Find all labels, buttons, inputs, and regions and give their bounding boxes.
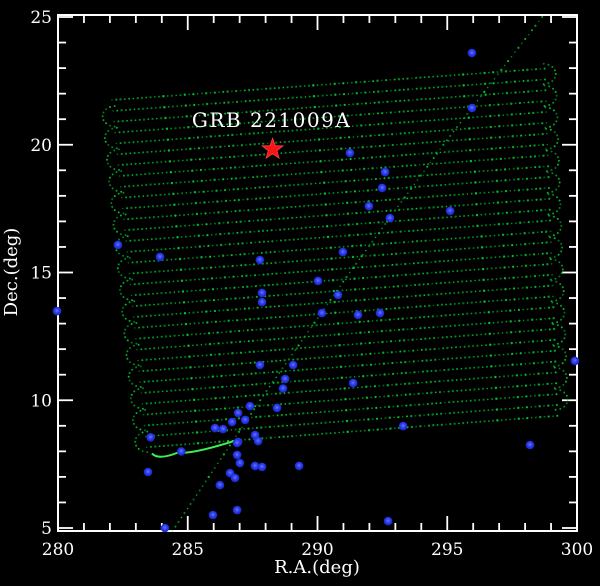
y-tick-label: 15 (30, 264, 52, 284)
source-point (272, 403, 282, 413)
source-point (177, 447, 186, 456)
source-point (445, 206, 455, 216)
source-point (467, 103, 477, 113)
source-point (235, 458, 245, 468)
source-point (233, 408, 243, 418)
source-point (348, 378, 358, 388)
source-point (255, 360, 265, 370)
source-point (208, 510, 218, 520)
y-tick-label: 5 (41, 519, 52, 539)
source-point (345, 148, 355, 158)
grb-annotation: GRB 221009A (192, 108, 351, 132)
source-point (525, 440, 535, 450)
source-point (253, 436, 263, 446)
x-tick-label: 300 (561, 540, 593, 560)
x-tick-label: 290 (301, 540, 333, 560)
source-point (257, 462, 267, 472)
source-point (385, 213, 395, 223)
source-point (364, 201, 374, 211)
source-point (333, 290, 343, 300)
source-point (113, 240, 123, 250)
source-point (383, 516, 393, 526)
axes (57, 14, 578, 532)
scan-pattern (101, 62, 569, 454)
grb-star-marker (260, 137, 285, 160)
source-point (278, 384, 288, 393)
source-point (232, 438, 242, 448)
source-point (52, 306, 62, 316)
source-point (210, 423, 220, 433)
y-tick-label: 25 (30, 8, 52, 28)
source-point (294, 461, 304, 471)
source-point (227, 417, 237, 427)
source-point (317, 308, 327, 318)
source-point (257, 297, 267, 307)
source-point (257, 288, 267, 298)
source-point (232, 505, 242, 515)
source-point (218, 424, 228, 434)
source-point (467, 48, 477, 58)
source-point (255, 255, 265, 265)
source-point (215, 480, 225, 490)
source-point (155, 252, 165, 262)
source-point (143, 467, 153, 477)
source-point (280, 374, 290, 384)
source-points (52, 48, 580, 533)
source-point (338, 247, 348, 257)
source-point (230, 473, 240, 483)
y-axis-label: Dec.(deg) (1, 228, 22, 317)
source-point (377, 183, 387, 193)
source-point (375, 308, 385, 318)
source-point (380, 167, 390, 177)
source-point (240, 415, 250, 425)
x-tick-label: 280 (42, 540, 74, 560)
tick-labels: 280 285 290 295 300 5 10 15 20 25 (30, 8, 593, 560)
source-point (250, 461, 260, 471)
star-icon (260, 137, 285, 160)
source-point (160, 523, 170, 533)
source-point (353, 310, 363, 320)
x-tick-label: 295 (431, 540, 463, 560)
source-point (570, 356, 580, 366)
source-point (313, 276, 323, 286)
source-point (146, 433, 155, 442)
x-tick-label: 285 (172, 540, 204, 560)
y-tick-label: 20 (30, 136, 52, 156)
y-tick-label: 10 (30, 391, 52, 411)
source-point (398, 421, 408, 431)
source-point (245, 401, 255, 411)
source-point (288, 360, 298, 370)
source-point (232, 450, 242, 460)
x-axis-label: R.A.(deg) (274, 557, 360, 578)
